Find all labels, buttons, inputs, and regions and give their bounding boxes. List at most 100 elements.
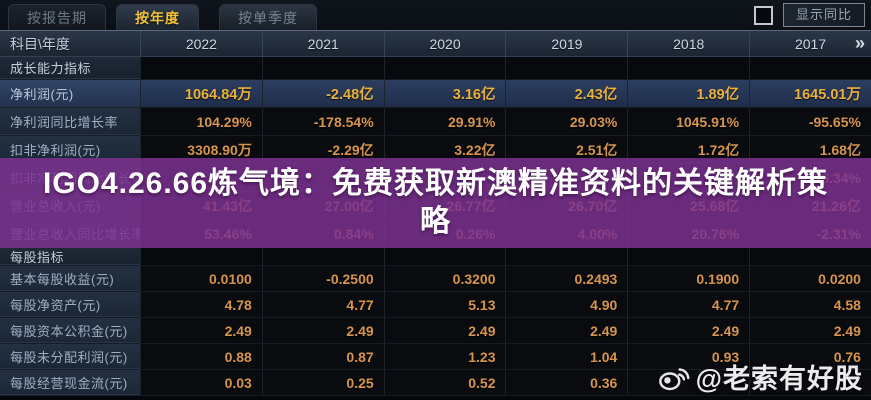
tab-single-quarter[interactable]: 按单季度 bbox=[219, 4, 317, 30]
year-header-2017: 2017 bbox=[749, 31, 871, 56]
row-value: 0.03 bbox=[140, 370, 262, 395]
row-value: 0.0200 bbox=[749, 266, 871, 291]
row-value: 0.26% bbox=[383, 220, 506, 247]
row-value bbox=[749, 57, 871, 79]
row-value: 1645.01万 bbox=[749, 80, 871, 107]
table-row: 每股经营现金流(元) 0.03 0.25 0.52 0.36 bbox=[0, 370, 871, 396]
row-value bbox=[140, 57, 262, 79]
year-header-2022: 2022 bbox=[140, 31, 262, 56]
scroll-right-icon[interactable]: » bbox=[854, 33, 865, 53]
row-value: 0.0100 bbox=[140, 266, 262, 291]
row-label: 每股未分配利润(元) bbox=[0, 344, 140, 369]
table-row: 每股净资产(元) 4.78 4.77 5.13 4.90 4.77 4.58 bbox=[0, 292, 871, 318]
row-value: 26.77亿 bbox=[383, 192, 506, 219]
row-value: 1.04 bbox=[505, 344, 628, 369]
table-row: 每股指标 bbox=[0, 248, 871, 266]
row-value: 2.49 bbox=[383, 318, 506, 343]
row-value: -95.65% bbox=[749, 108, 871, 135]
row-value bbox=[261, 164, 384, 191]
row-label: 净利润(元) bbox=[0, 80, 140, 107]
table-row: 扣非净利润(元) 3308.90万 -2.29亿 3.22亿 2.51亿 1.7… bbox=[0, 136, 871, 164]
row-value: 4.90 bbox=[505, 292, 628, 317]
row-label: 扣非净利润(元) bbox=[0, 136, 140, 163]
row-value: -56.34% bbox=[749, 164, 871, 191]
row-value bbox=[383, 164, 506, 191]
row-value: 0.52 bbox=[383, 370, 506, 395]
show-yoy-button[interactable]: 显示同比 bbox=[782, 3, 865, 27]
row-value: -0.2500 bbox=[261, 266, 384, 291]
row-value: 0.76 bbox=[749, 344, 871, 369]
row-value bbox=[627, 57, 750, 79]
row-value: -2.48亿 bbox=[261, 80, 384, 107]
row-label: 每股资本公积金(元) bbox=[0, 318, 140, 343]
row-value bbox=[383, 57, 506, 79]
row-value: 5.13 bbox=[383, 292, 506, 317]
row-value: 2.49 bbox=[505, 318, 628, 343]
row-value: 29.91% bbox=[383, 108, 506, 135]
row-value: 53.46% bbox=[140, 220, 262, 247]
row-label: 每股经营现金流(元) bbox=[0, 370, 140, 395]
row-label: 每股指标 bbox=[0, 248, 140, 265]
row-value: 3.16亿 bbox=[383, 80, 506, 107]
row-value bbox=[627, 370, 750, 395]
table-row: 净利润(元) 1064.84万 -2.48亿 3.16亿 2.43亿 1.89亿… bbox=[0, 80, 871, 108]
table-row: 每股资本公积金(元) 2.49 2.49 2.49 2.49 2.49 2.49 bbox=[0, 318, 871, 344]
year-header-2018: 2018 bbox=[627, 31, 749, 56]
row-value: 0.1900 bbox=[627, 266, 750, 291]
row-value bbox=[749, 370, 871, 395]
year-header-2021: 2021 bbox=[261, 31, 384, 56]
row-value: 1045.91% bbox=[627, 108, 750, 135]
row-value: 27.00亿 bbox=[261, 192, 384, 219]
row-value: 0.87 bbox=[261, 344, 384, 369]
row-value bbox=[505, 164, 628, 191]
row-value: 2.49 bbox=[261, 318, 384, 343]
row-value: 0.36 bbox=[505, 370, 628, 395]
row-value: 2.49 bbox=[749, 318, 871, 343]
row-value: 1.89亿 bbox=[627, 80, 750, 107]
tab-annual[interactable]: 按年度 bbox=[116, 4, 199, 30]
row-value: 41.43亿 bbox=[140, 192, 262, 219]
row-value: 1.23 bbox=[383, 344, 506, 369]
row-value: 26.70亿 bbox=[505, 192, 628, 219]
row-value: 3.22亿 bbox=[383, 136, 506, 163]
table-row: 每股未分配利润(元) 0.88 0.87 1.23 1.04 0.93 0.76 bbox=[0, 344, 871, 370]
row-value: 4.00% bbox=[505, 220, 628, 247]
row-value bbox=[261, 248, 384, 265]
row-value: 25.68亿 bbox=[627, 192, 750, 219]
row-value bbox=[505, 248, 628, 265]
row-value: 4.78 bbox=[140, 292, 262, 317]
row-label: 成长能力指标 bbox=[0, 57, 140, 79]
table-body: 成长能力指标 净利润(元) 1064.84万 -2.48亿 3.16亿 2.43… bbox=[0, 57, 871, 396]
row-label: 每股净资产(元) bbox=[0, 292, 140, 317]
row-value: 3308.90万 bbox=[140, 136, 262, 163]
show-yoy-checkbox[interactable] bbox=[753, 6, 773, 25]
table-header-row: 科目\年度 2022 2021 2020 2019 2018 2017 » bbox=[0, 30, 871, 57]
row-value: -2.29亿 bbox=[261, 136, 384, 163]
row-value: 0.88 bbox=[140, 344, 262, 369]
row-value bbox=[140, 248, 262, 265]
row-value: 1064.84万 bbox=[140, 80, 262, 107]
row-value bbox=[140, 164, 262, 191]
year-header-2019: 2019 bbox=[505, 31, 627, 56]
row-value: 4.58 bbox=[749, 292, 871, 317]
row-value bbox=[627, 164, 750, 191]
row-value: 1.68亿 bbox=[749, 136, 871, 163]
row-value: 4.77 bbox=[627, 292, 750, 317]
row-value bbox=[749, 248, 871, 265]
row-value: -2.31% bbox=[749, 220, 871, 247]
row-value: 2.51亿 bbox=[505, 136, 628, 163]
row-value: 0.2493 bbox=[505, 266, 628, 291]
table-row: 营业总收入同比增长率 53.46% 0.84% 0.26% 4.00% 20.7… bbox=[0, 220, 871, 248]
table-row: 成长能力指标 bbox=[0, 57, 871, 80]
row-value: 2.43亿 bbox=[505, 80, 628, 107]
row-value bbox=[383, 248, 506, 265]
row-label: 净利润同比增长率 bbox=[0, 108, 140, 135]
row-value: 0.25 bbox=[261, 370, 384, 395]
row-value: 0.93 bbox=[627, 344, 750, 369]
tab-report-period[interactable]: 按报告期 bbox=[8, 4, 106, 30]
corner-header: 科目\年度 bbox=[10, 35, 70, 52]
row-value bbox=[627, 248, 750, 265]
table-row: 净利润同比增长率 104.29% -178.54% 29.91% 29.03% … bbox=[0, 108, 871, 136]
period-tabbar: 按报告期 按年度 按单季度 显示同比 bbox=[0, 0, 871, 30]
